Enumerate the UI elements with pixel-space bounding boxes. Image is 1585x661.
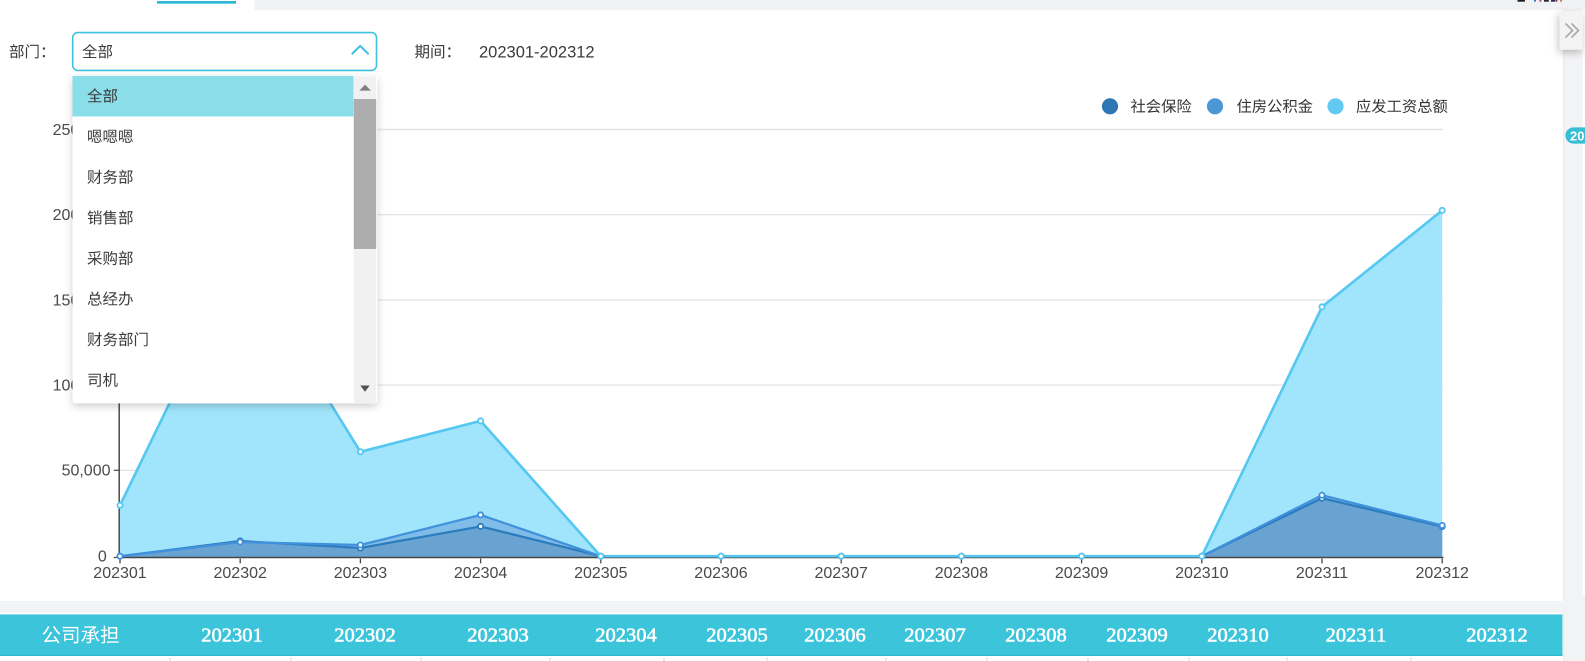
svg-text:202306: 202306 — [694, 565, 747, 582]
svg-text:202312: 202312 — [1466, 625, 1528, 647]
svg-text:202310: 202310 — [1207, 625, 1269, 647]
svg-text:202309: 202309 — [1055, 565, 1108, 582]
svg-text:202301-202312: 202301-202312 — [479, 44, 595, 62]
svg-text:202308: 202308 — [1005, 625, 1067, 647]
svg-text:202311: 202311 — [1326, 625, 1387, 647]
svg-text:50,000: 50,000 — [62, 463, 111, 480]
svg-text:202311: 202311 — [1296, 565, 1348, 582]
svg-text:202302: 202302 — [214, 565, 267, 582]
svg-text:202304: 202304 — [454, 565, 507, 582]
svg-text:202305: 202305 — [574, 565, 627, 582]
svg-text:202301: 202301 — [93, 565, 146, 582]
svg-text:202309: 202309 — [1106, 625, 1168, 647]
svg-text:202312: 202312 — [1416, 565, 1469, 582]
svg-text:202304: 202304 — [595, 625, 657, 647]
svg-text:202310: 202310 — [1175, 565, 1228, 582]
svg-text:202302: 202302 — [334, 625, 396, 647]
svg-text:202308: 202308 — [935, 565, 988, 582]
svg-text:202307: 202307 — [904, 625, 966, 647]
svg-text:202301: 202301 — [201, 625, 263, 647]
svg-text:0: 0 — [98, 548, 107, 565]
svg-text:202303: 202303 — [467, 625, 529, 647]
svg-text:202303: 202303 — [334, 565, 387, 582]
svg-text:202307: 202307 — [815, 565, 868, 582]
svg-text:202306: 202306 — [804, 625, 866, 647]
svg-text:202305: 202305 — [706, 625, 768, 647]
svg-text:202: 202 — [1570, 129, 1585, 144]
